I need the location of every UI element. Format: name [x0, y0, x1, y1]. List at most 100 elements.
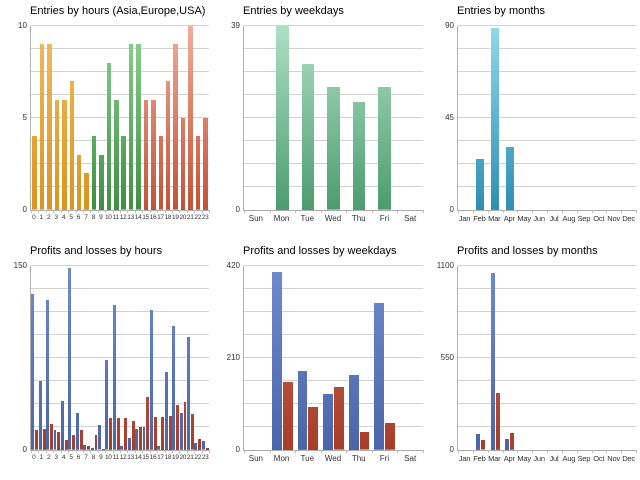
- bar-group: [503, 26, 518, 210]
- x-axis-tick: [561, 210, 563, 213]
- x-axis-tick-label: 3: [54, 454, 58, 461]
- x-axis-tick: [244, 210, 245, 213]
- plot-area: 0 39: [231, 22, 424, 214]
- entries-bar: [158, 136, 163, 210]
- entries-bar: [505, 146, 514, 210]
- x-axis-tick-label: 20: [179, 454, 187, 461]
- gridline: [458, 117, 636, 118]
- bar-group: [98, 266, 105, 450]
- x-axis-tick-label: 7: [84, 214, 88, 221]
- x-axis-tick-label: 10: [104, 454, 112, 461]
- y-axis-tick-label: 1100: [436, 261, 454, 270]
- x-axis-tick: [164, 450, 166, 453]
- entries-bar: [121, 136, 126, 210]
- losses-bar: [161, 416, 165, 450]
- bar-group: [321, 26, 347, 210]
- x-axis-tick: [561, 450, 563, 453]
- gridline: [458, 94, 636, 95]
- profits-bar: [201, 441, 205, 450]
- y-axis-tick-label: 39: [231, 21, 240, 30]
- chart-title: Entries by hours (Asia,Europe,USA): [30, 5, 206, 17]
- losses-bar: [333, 387, 344, 450]
- x-axis-tick: [127, 450, 129, 453]
- x-axis-tick: [38, 450, 40, 453]
- x-axis-tick-label: Feb: [473, 214, 486, 223]
- x-axis-tick: [371, 450, 373, 453]
- bar-group: [142, 266, 150, 450]
- profits-bar: [53, 430, 57, 450]
- losses-bar: [50, 424, 53, 450]
- x-axis-tick: [90, 210, 92, 213]
- bar-group: [194, 266, 202, 450]
- losses-bar: [359, 432, 370, 450]
- x-axis-tick: [105, 210, 107, 213]
- plot-area: 0 45 90: [445, 22, 637, 214]
- x-axis-tick: [60, 210, 62, 213]
- x-axis-tick-label: 11: [112, 454, 119, 461]
- y-axis-tick-label: 0: [449, 445, 454, 454]
- chart-entries-by-weekdays: Entries by weekdays 0 39 Sun Mon Tue Wed Thu F…: [213, 0, 427, 240]
- bar-group: [503, 266, 518, 450]
- x-axis-tick-label: 3: [54, 214, 58, 221]
- x-axis-tick-label: Wed: [324, 214, 342, 223]
- bar-group: [83, 266, 91, 450]
- x-axis-tick: [201, 210, 203, 213]
- x-axis-tick-label: Mon: [273, 454, 290, 463]
- bar-group: [372, 26, 398, 210]
- y-axis-tick-label: 210: [226, 353, 240, 362]
- profits-bar: [348, 374, 359, 450]
- entries-bar: [275, 26, 289, 210]
- bar-group: [120, 266, 128, 450]
- x-axis-tick: [269, 210, 271, 213]
- x-axis-tick-label: 13: [127, 214, 134, 221]
- chart-title: Entries by weekdays: [243, 5, 344, 17]
- gridline: [244, 48, 423, 49]
- losses-bar: [72, 435, 76, 450]
- x-axis-tick: [194, 450, 196, 453]
- bar-group: [157, 26, 164, 210]
- gridline: [31, 265, 209, 266]
- x-axis-tick: [53, 450, 55, 453]
- gridline: [244, 311, 423, 312]
- x-axis-tick-label: Tue: [300, 214, 315, 223]
- x-axis-tick: [149, 450, 151, 453]
- gridline: [458, 265, 636, 266]
- y-axis-tick-label: 0: [22, 205, 27, 214]
- x-axis-tick-label: Sun: [248, 454, 263, 463]
- x-axis-tick-label: Fri: [379, 454, 390, 463]
- gridline: [244, 403, 423, 404]
- x-axis-tick: [142, 210, 144, 213]
- entries-bar: [39, 44, 45, 210]
- bar-group: [187, 266, 194, 450]
- bar-group: [150, 26, 157, 210]
- bar-group: [76, 26, 83, 210]
- x-axis-tick: [472, 450, 474, 453]
- x-axis-tick-label: 4: [61, 454, 66, 461]
- x-axis-tick-label: 8: [91, 214, 96, 221]
- x-axis-tick: [68, 210, 70, 213]
- x-axis-tick: [179, 450, 181, 453]
- bar-group: [270, 266, 296, 450]
- bar-group: [46, 26, 53, 210]
- x-axis-tick: [269, 450, 271, 453]
- x-axis-tick: [295, 450, 297, 453]
- x-axis-tick: [90, 450, 92, 453]
- x-axis-tick: [75, 450, 77, 453]
- x-axis-tick-label: Dec: [622, 454, 635, 463]
- bar-group: [488, 26, 503, 210]
- profits-bar: [90, 447, 94, 450]
- losses-bar: [308, 406, 319, 450]
- x-axis-tick-label: Sat: [404, 214, 417, 223]
- x-axis-tick-label: 22: [194, 214, 202, 221]
- x-axis-tick-label: Thu: [351, 214, 366, 223]
- x-axis-tick: [112, 450, 114, 453]
- x-axis-tick-label: Jul: [549, 454, 559, 463]
- losses-bar: [139, 426, 142, 450]
- x-axis-tick-label: May: [517, 214, 531, 223]
- profits-bar: [98, 425, 101, 450]
- bar-group: [458, 26, 473, 210]
- x-axis-tick-label: 15: [142, 214, 149, 221]
- y-axis-tick-label: 550: [440, 353, 454, 362]
- losses-bar: [153, 416, 157, 450]
